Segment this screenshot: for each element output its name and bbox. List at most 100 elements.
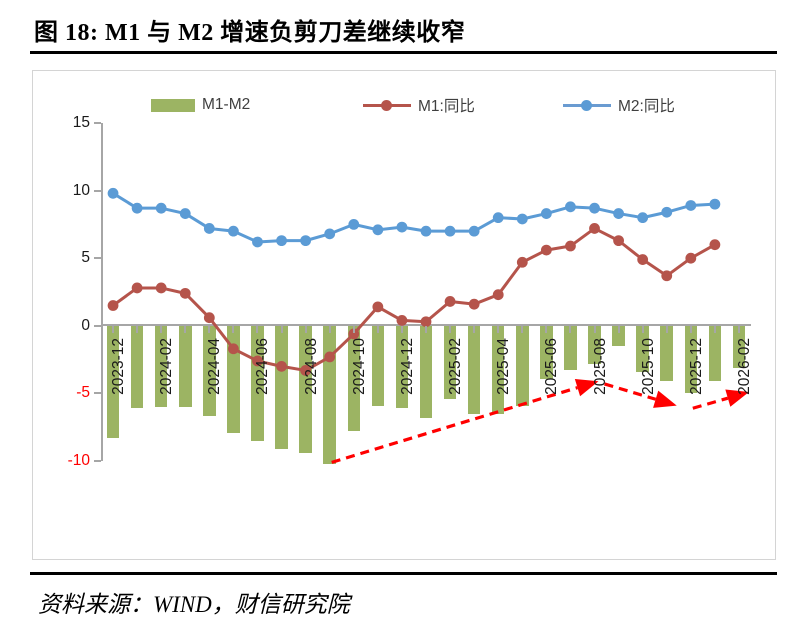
x-axis-tick bbox=[665, 326, 668, 333]
y-axis-tick-label: -10 bbox=[67, 452, 90, 469]
x-axis-tick-label: 2025-08 bbox=[591, 338, 609, 395]
legend-item-m1-yoy[interactable]: M1:同比 bbox=[363, 93, 475, 117]
legend-bar-swatch-icon bbox=[151, 98, 195, 112]
data-point-marker bbox=[252, 236, 263, 248]
legend-label-m2-yoy: M2:同比 bbox=[618, 98, 675, 115]
x-axis-tick bbox=[280, 326, 283, 333]
y-axis-tick bbox=[94, 460, 101, 462]
x-axis-tick bbox=[593, 326, 596, 333]
data-point-marker bbox=[131, 282, 143, 294]
data-point-marker bbox=[179, 208, 191, 219]
x-axis-tick bbox=[136, 326, 139, 333]
chart-container: M1-M2 M1:同比 M2:同比 15 10 5 0 -5 -10 202 bbox=[32, 70, 776, 560]
data-point-marker bbox=[589, 223, 600, 234]
x-axis-tick bbox=[352, 326, 355, 333]
bar-m1-m2 bbox=[660, 325, 673, 382]
x-axis-tick bbox=[376, 326, 379, 333]
source-note: 资料来源：WIND，财信研究院 bbox=[38, 592, 350, 617]
data-point-marker bbox=[155, 282, 167, 294]
legend-line-marker-icon-m2 bbox=[563, 98, 611, 112]
x-axis-tick-label: 2026-02 bbox=[735, 338, 753, 395]
data-point-marker bbox=[468, 225, 480, 237]
data-point-marker bbox=[540, 208, 552, 219]
data-point-marker bbox=[155, 202, 167, 214]
data-point-marker bbox=[444, 225, 456, 237]
legend-item-m2-yoy[interactable]: M2:同比 bbox=[563, 93, 675, 117]
data-point-marker bbox=[396, 221, 408, 233]
data-point-marker bbox=[709, 198, 721, 210]
y-axis-tick bbox=[94, 122, 101, 124]
plot-area: 15 10 5 0 -5 -10 2023-12 2024-02 2024-04 2024-06… bbox=[68, 114, 753, 469]
data-point-marker bbox=[300, 365, 312, 376]
legend-item-m1-m2[interactable]: M1-M2 bbox=[151, 93, 250, 117]
x-axis-tick-label: 2025-12 bbox=[687, 338, 705, 395]
x-axis-tick bbox=[737, 326, 740, 333]
data-point-marker bbox=[300, 235, 312, 247]
data-point-marker bbox=[228, 225, 239, 237]
x-axis-tick bbox=[184, 326, 187, 333]
chart-legend: M1-M2 M1:同比 M2:同比 bbox=[33, 93, 777, 123]
data-point-marker bbox=[468, 298, 480, 310]
x-axis-tick bbox=[497, 326, 500, 333]
x-axis-tick-label: 2024-02 bbox=[158, 338, 176, 395]
bar-m1-m2 bbox=[516, 325, 529, 406]
x-axis-tick bbox=[328, 326, 331, 333]
y-axis-tick-label: 10 bbox=[72, 181, 90, 199]
bar-m1-m2 bbox=[684, 325, 698, 394]
x-axis-tick-label: 2025-06 bbox=[543, 338, 561, 395]
bar-m1-m2 bbox=[154, 325, 168, 407]
y-axis-tick bbox=[94, 189, 101, 192]
data-point-marker bbox=[348, 219, 360, 230]
data-point-marker bbox=[203, 223, 215, 234]
y-axis-tick bbox=[94, 392, 101, 395]
line-series-group bbox=[107, 187, 721, 376]
data-point-marker bbox=[589, 202, 600, 214]
data-point-marker bbox=[107, 300, 119, 311]
x-axis-tick-label: 2024-04 bbox=[206, 338, 224, 395]
bar-m1-m2 bbox=[130, 325, 144, 409]
data-point-marker bbox=[131, 202, 143, 214]
x-axis-tick bbox=[617, 326, 620, 333]
data-point-marker bbox=[252, 355, 263, 367]
bar-m1-m2 bbox=[275, 325, 288, 449]
data-point-marker bbox=[179, 287, 191, 299]
data-point-marker bbox=[420, 225, 432, 237]
data-point-marker bbox=[348, 328, 360, 340]
y-axis-line bbox=[101, 123, 103, 461]
y-axis-tick-label: 0 bbox=[81, 316, 90, 334]
x-axis-tick-label: 2024-06 bbox=[254, 338, 272, 395]
bar-m1-m2 bbox=[612, 325, 625, 347]
data-point-marker bbox=[685, 200, 697, 211]
data-point-marker bbox=[420, 316, 432, 328]
x-axis-tick bbox=[112, 326, 115, 333]
x-axis-tick bbox=[449, 326, 452, 333]
bar-m1-m2 bbox=[371, 325, 385, 406]
data-point-marker bbox=[661, 206, 673, 218]
page-title: 图 18: M1 与 M2 增速负剪刀差继续收窄 bbox=[34, 20, 466, 46]
legend-line-marker-icon-m1 bbox=[363, 98, 411, 112]
x-axis-tick bbox=[208, 326, 211, 333]
bar-m1-m2 bbox=[179, 325, 192, 407]
data-point-marker bbox=[492, 289, 504, 301]
bar-m1-m2 bbox=[299, 325, 312, 453]
data-point-marker bbox=[661, 270, 673, 282]
source-divider bbox=[30, 572, 777, 575]
x-axis-tick bbox=[521, 326, 524, 333]
data-point-marker bbox=[613, 208, 624, 219]
legend-label-m1-m2: M1-M2 bbox=[202, 96, 251, 113]
bar-m1-m2 bbox=[203, 325, 216, 417]
x-axis-tick bbox=[569, 326, 572, 333]
x-axis-tick bbox=[232, 326, 235, 333]
bar-m1-m2 bbox=[636, 325, 649, 372]
x-axis-tick bbox=[304, 326, 307, 333]
x-axis-tick bbox=[473, 326, 476, 333]
x-axis-tick bbox=[256, 326, 259, 333]
x-axis-tick-label: 2024-12 bbox=[398, 338, 416, 395]
y-axis-tick-label: -5 bbox=[76, 384, 90, 402]
bar-m1-m2 bbox=[106, 325, 120, 438]
data-point-marker bbox=[324, 351, 336, 363]
data-point-marker bbox=[396, 314, 408, 326]
bar-m1-m2 bbox=[588, 325, 601, 364]
y-axis-tick bbox=[94, 324, 101, 327]
x-axis-tick bbox=[713, 326, 716, 333]
